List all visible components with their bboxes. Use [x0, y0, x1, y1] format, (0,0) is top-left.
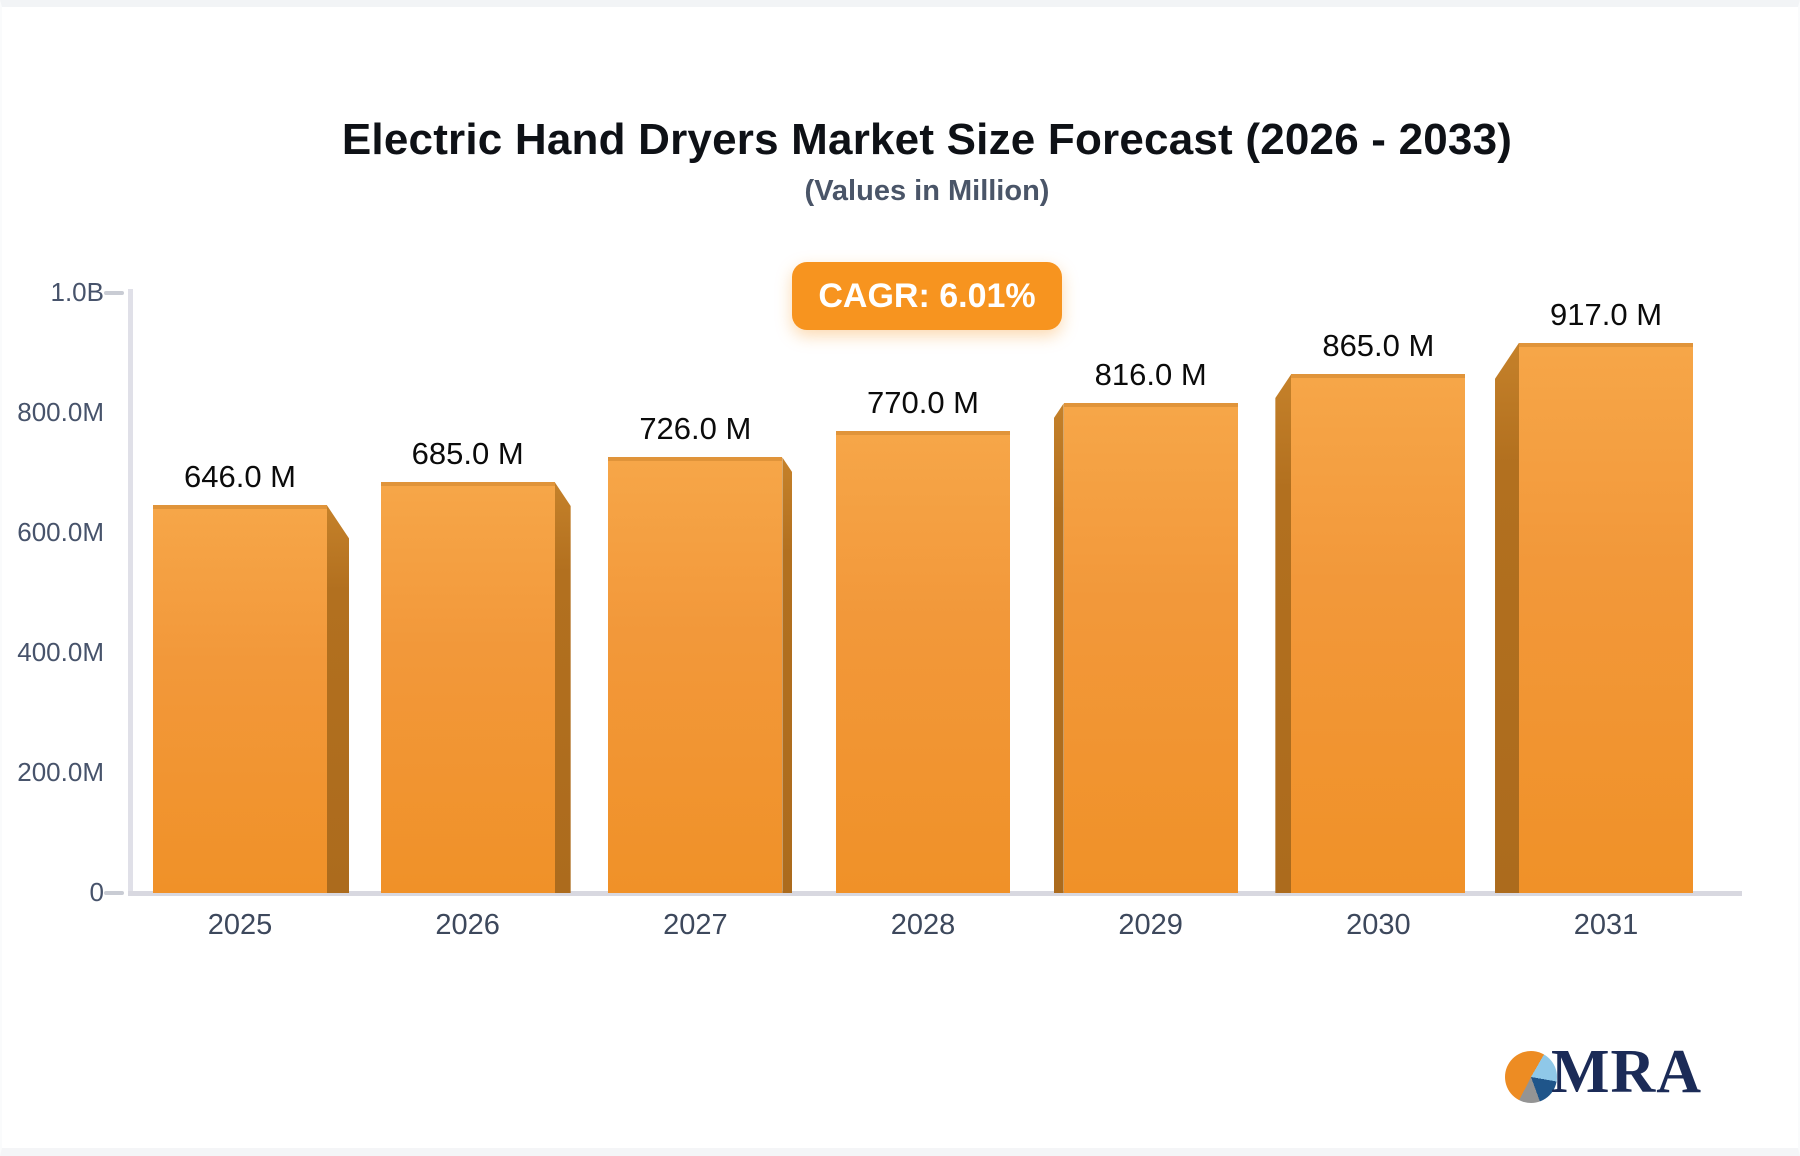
y-tick-label: 600.0M	[17, 517, 104, 547]
x-tick-label: 2029	[1118, 909, 1183, 941]
bar	[1063, 403, 1238, 893]
x-tick-label: 2025	[207, 909, 273, 941]
bar	[836, 431, 1010, 893]
x-tick-label: 2028	[890, 909, 956, 941]
y-tick-label: 400.0M	[17, 637, 104, 667]
chart-subtitle: (Values in Million)	[804, 175, 1050, 207]
bar-side-face	[1495, 342, 1520, 893]
x-tick-label: 2026	[435, 909, 500, 941]
bar-side-face	[554, 482, 571, 893]
bar-side-face	[1275, 374, 1292, 893]
mra-logo-pie-icon	[1505, 1051, 1557, 1103]
y-tick-label: 0	[89, 877, 104, 907]
bar-value-label: 646.0 M	[183, 459, 296, 495]
bar-value-label: 816.0 M	[1094, 357, 1207, 393]
mra-logo-text: MRA	[1551, 1037, 1703, 1106]
bar	[380, 482, 555, 893]
bar	[608, 457, 783, 893]
y-tick-label: 1.0B	[50, 277, 105, 307]
bar-side-face	[782, 457, 793, 893]
bar	[1291, 374, 1466, 893]
x-tick-label: 2030	[1346, 909, 1411, 941]
mra-logo: MRA	[1505, 1037, 1702, 1107]
x-tick-label: 2027	[663, 909, 728, 941]
bar-side-face	[327, 505, 349, 893]
chart-title: Electric Hand Dryers Market Size Forecas…	[341, 115, 1513, 164]
y-tick-label: 800.0M	[17, 397, 104, 427]
y-tick-mark	[104, 291, 124, 295]
bar-value-label: 770.0 M	[866, 385, 979, 420]
bar-value-label: 726.0 M	[639, 411, 752, 447]
y-tick-mark	[104, 891, 124, 895]
bar-value-label: 685.0 M	[411, 436, 524, 471]
cagr-badge-label: CAGR: 6.01%	[818, 276, 1036, 315]
y-tick-label: 200.0M	[17, 757, 104, 787]
x-axis-baseline	[128, 891, 1742, 896]
bar	[1519, 342, 1694, 893]
y-axis-line	[128, 289, 133, 896]
x-tick-label: 2031	[1573, 909, 1639, 941]
bar-value-label: 865.0 M	[1322, 328, 1435, 363]
bar-side-face	[1053, 403, 1064, 893]
bar	[153, 505, 327, 893]
bar-value-label: 917.0 M	[1550, 296, 1663, 332]
cagr-badge: CAGR: 6.01%	[792, 262, 1062, 330]
